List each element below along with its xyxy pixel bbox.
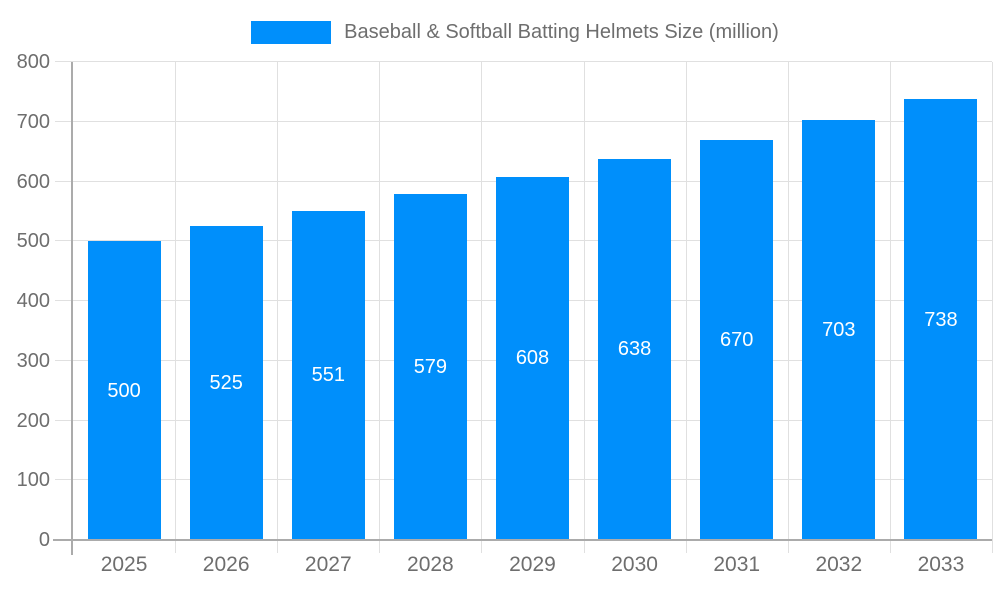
y-tick-label: 600 [16, 170, 50, 193]
y-axis-line [71, 62, 73, 555]
x-tick-label: 2030 [611, 553, 658, 576]
x-tick [992, 540, 993, 553]
x-tick [787, 540, 789, 553]
x-grid-line [379, 62, 381, 540]
x-tick-label: 2033 [917, 553, 965, 576]
legend-label: Baseball & Softball Batting Helmets Size… [344, 21, 779, 43]
bar-2025 [87, 241, 161, 540]
x-tick-label: 2029 [509, 553, 556, 576]
y-tick-label: 200 [16, 409, 50, 432]
x-tick [277, 540, 279, 553]
y-tick-label: 400 [16, 290, 50, 312]
x-tick [379, 540, 381, 553]
legend-swatch-icon [251, 21, 332, 44]
bar-2033 [904, 99, 978, 540]
bar-2030 [598, 158, 672, 540]
y-tick-label: 800 [16, 51, 50, 73]
x-grid-line [685, 62, 687, 540]
y-tick-label: 700 [16, 110, 50, 133]
y-grid-line [55, 120, 992, 122]
bar-value-label: 525 [209, 372, 243, 395]
x-tick-label: 2025 [100, 553, 148, 576]
x-tick [481, 540, 483, 553]
bar-value-label: 579 [413, 356, 448, 379]
bar-value-label: 670 [720, 328, 754, 351]
x-tick [583, 540, 585, 553]
x-tick [685, 540, 687, 553]
x-grid-line [889, 62, 891, 540]
x-tick [889, 540, 891, 553]
bar-value-label: 703 [822, 318, 856, 341]
x-grid-line [175, 62, 177, 540]
bar-value-label: 608 [515, 347, 550, 370]
bar-2028 [393, 194, 467, 540]
bar-2027 [291, 210, 365, 540]
x-grid-line [583, 62, 585, 540]
y-tick-label: 300 [16, 349, 50, 372]
x-grid-line [481, 62, 483, 540]
x-axis-line [53, 539, 992, 541]
bar-2032 [802, 119, 876, 540]
y-tick-label: 500 [16, 230, 50, 253]
x-grid-line [992, 62, 993, 540]
y-tick-label: 100 [16, 469, 50, 492]
bar-value-label: 638 [617, 338, 652, 361]
x-tick-label: 2026 [202, 553, 250, 576]
bar-2026 [189, 226, 263, 540]
x-tick-label: 2031 [713, 553, 761, 576]
bar-2031 [700, 139, 774, 540]
x-tick-label: 2032 [815, 553, 863, 576]
x-tick-label: 2027 [304, 553, 352, 576]
bar-value-label: 738 [924, 308, 958, 331]
x-tick [175, 540, 177, 553]
x-tick-label: 2028 [407, 553, 454, 576]
y-grid-line [55, 61, 992, 62]
x-grid-line [787, 62, 789, 540]
y-tick-label: 0 [38, 529, 50, 551]
bar-value-label: 551 [311, 364, 345, 387]
bar-value-label: 500 [107, 379, 141, 402]
legend-item[interactable]: Baseball & Softball Batting Helmets Size… [0, 21, 1000, 44]
x-grid-line [277, 62, 279, 540]
bar-2029 [496, 176, 569, 540]
